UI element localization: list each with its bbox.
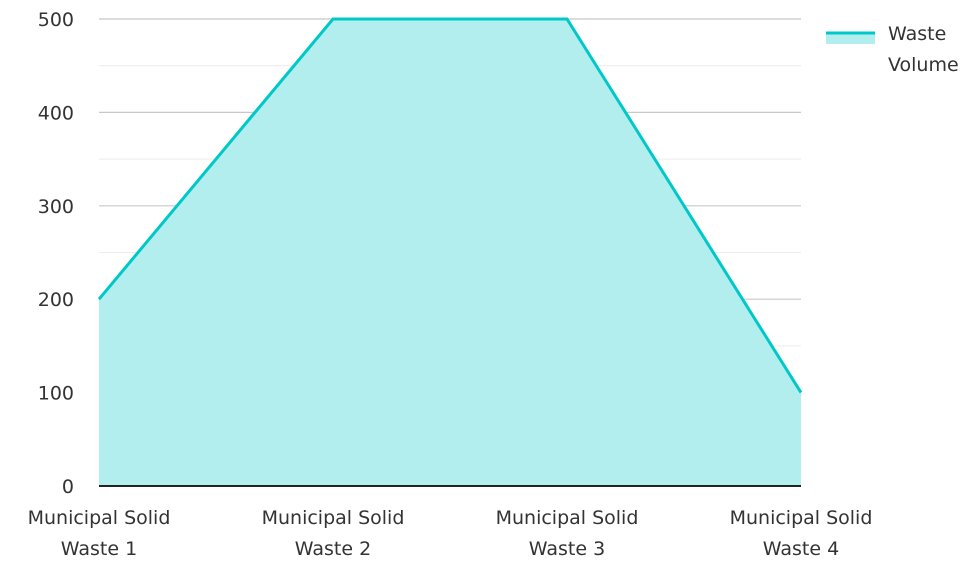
y-tick-label: 500 — [38, 9, 74, 31]
y-tick-label: 100 — [38, 383, 74, 405]
series-area-fill — [99, 19, 801, 486]
legend-swatch-fill — [826, 33, 875, 44]
y-tick-label: 200 — [38, 289, 74, 311]
y-tick-label: 400 — [38, 102, 74, 124]
y-tick-label: 0 — [62, 476, 74, 498]
series-area — [99, 19, 801, 486]
y-tick-label: 300 — [38, 196, 74, 218]
y-axis-ticks: 0 100 200 300 400 500 — [38, 9, 74, 498]
